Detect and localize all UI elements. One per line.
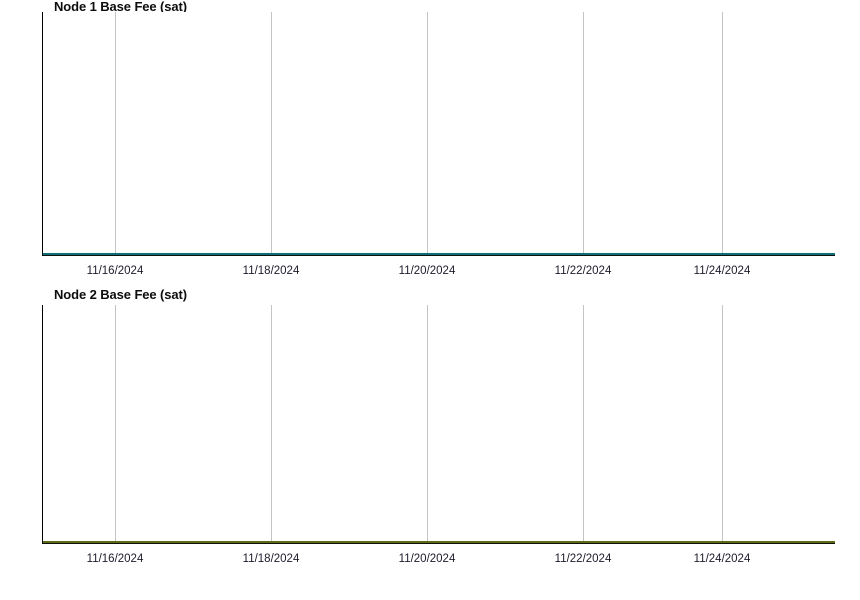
x-tick-label: 11/20/2024: [398, 553, 456, 565]
chart-panel-node-2: Node 2 Base Fee (sat) 11/16/2024 11/18/20…: [0, 288, 860, 588]
chart-title-node-1: Node 1 Base Fee (sat): [54, 0, 188, 14]
gridline: [427, 12, 428, 255]
plot-area-node-2: [42, 305, 835, 543]
y-axis-line-node-2: [42, 305, 43, 543]
x-axis-line-node-1: [42, 255, 835, 256]
plot-area-node-1: [42, 12, 835, 255]
x-tick-label: 11/22/2024: [554, 553, 612, 565]
x-tick-label: 11/24/2024: [693, 553, 751, 565]
x-tick-label: 11/18/2024: [242, 553, 300, 565]
series-line-node-1-base-fee: [43, 253, 835, 255]
chart-title-node-2: Node 2 Base Fee (sat): [54, 287, 188, 302]
gridline: [427, 305, 428, 543]
x-tick-label: 11/22/2024: [554, 265, 612, 277]
gridline: [583, 12, 584, 255]
x-tick-label: 11/18/2024: [242, 265, 300, 277]
gridline: [271, 305, 272, 543]
x-tick-label: 11/24/2024: [693, 265, 751, 277]
chart-panel-node-1: Node 1 Base Fee (sat) 11/16/2024 11/18/20…: [0, 0, 860, 285]
gridline: [722, 12, 723, 255]
gridline: [722, 305, 723, 543]
gridline: [115, 305, 116, 543]
x-axis-line-node-2: [42, 543, 835, 544]
gridline: [115, 12, 116, 255]
gridline: [583, 305, 584, 543]
series-line-node-2-base-fee: [43, 541, 835, 543]
x-tick-label: 11/16/2024: [86, 265, 144, 277]
x-tick-label: 11/16/2024: [86, 553, 144, 565]
x-tick-label: 11/20/2024: [398, 265, 456, 277]
gridline: [271, 12, 272, 255]
y-axis-line-node-1: [42, 12, 43, 255]
